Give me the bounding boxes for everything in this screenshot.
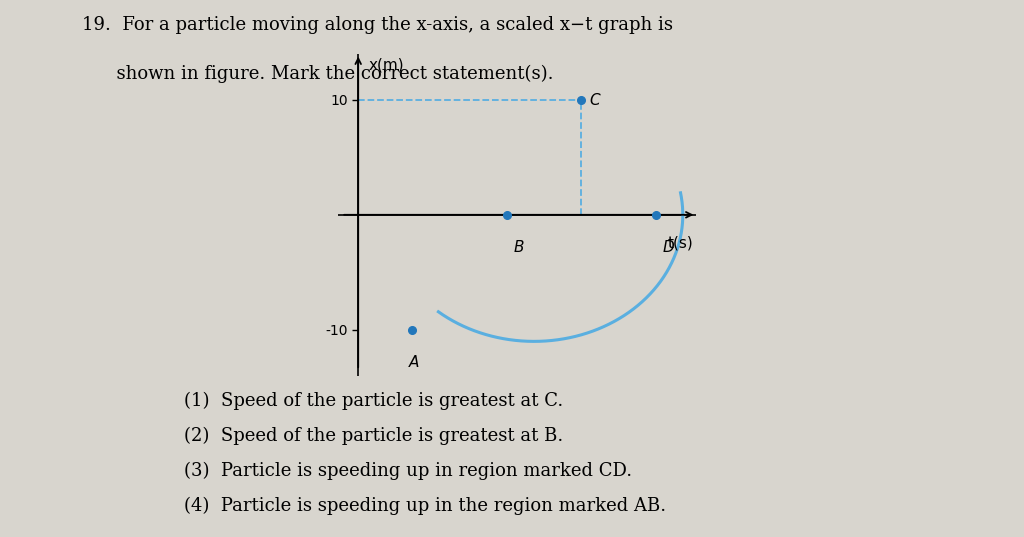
Text: (2)  Speed of the particle is greatest at B.: (2) Speed of the particle is greatest at… (184, 427, 563, 445)
Text: (4)  Particle is speeding up in the region marked AB.: (4) Particle is speeding up in the regio… (184, 497, 667, 515)
Text: B: B (514, 240, 524, 255)
Text: (3)  Particle is speeding up in region marked CD.: (3) Particle is speeding up in region ma… (184, 462, 633, 480)
Text: x(m): x(m) (369, 57, 404, 72)
Text: A: A (409, 355, 419, 370)
Text: C: C (590, 93, 600, 108)
Text: t(s): t(s) (668, 236, 693, 251)
Text: D: D (663, 240, 674, 255)
Text: shown in figure. Mark the correct statement(s).: shown in figure. Mark the correct statem… (82, 64, 553, 83)
Text: (1)  Speed of the particle is greatest at C.: (1) Speed of the particle is greatest at… (184, 392, 563, 410)
Text: 19.  For a particle moving along the x-axis, a scaled x−t graph is: 19. For a particle moving along the x-ax… (82, 16, 673, 34)
